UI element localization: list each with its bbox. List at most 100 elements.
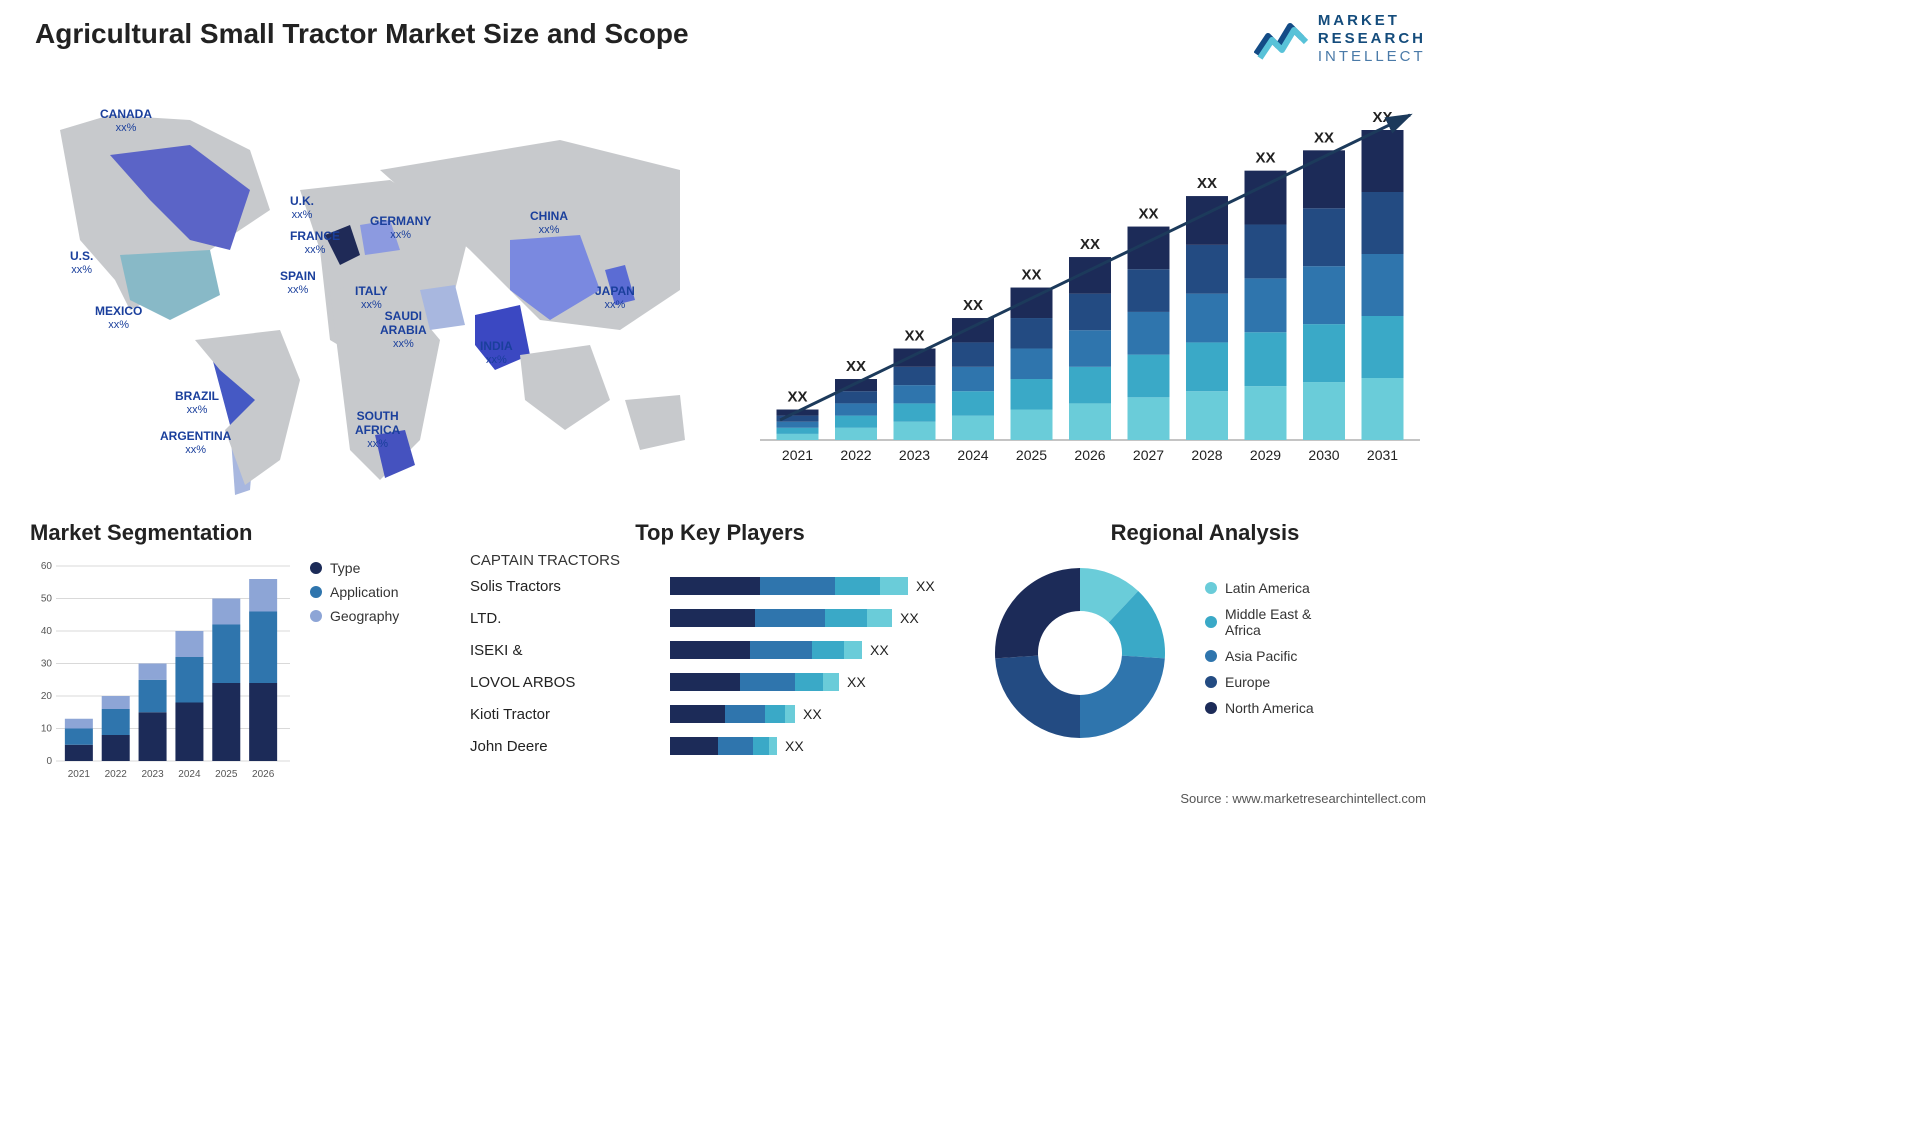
svg-text:20: 20 — [41, 691, 53, 702]
players-bar — [670, 641, 862, 659]
legend-item: North America — [1205, 700, 1314, 716]
map-label: SPAINxx% — [280, 270, 316, 296]
svg-text:2021: 2021 — [68, 769, 91, 780]
main-bar-chart: XX 2021 XX 2022 XX 2023 XX 2024 XX 2025 XX 2026 XX 20… — [760, 100, 1420, 470]
logo-line3: INTELLECT — [1318, 48, 1426, 66]
players-row: John Deere XX — [470, 731, 970, 761]
svg-text:2027: 2027 — [1133, 447, 1164, 463]
legend-item: Middle East &Africa — [1205, 606, 1314, 638]
regional-donut — [985, 558, 1175, 748]
map-label: ARGENTINAxx% — [160, 430, 231, 456]
regional-panel: Regional Analysis Latin America Middle Ea… — [985, 520, 1425, 748]
players-label: John Deere — [470, 738, 670, 755]
svg-text:2023: 2023 — [141, 769, 164, 780]
svg-text:2026: 2026 — [1074, 447, 1105, 463]
players-value: XX — [870, 642, 889, 658]
svg-text:2028: 2028 — [1191, 447, 1222, 463]
brand-logo: MARKET RESEARCH INTELLECT — [1254, 12, 1426, 66]
svg-text:XX: XX — [1255, 150, 1275, 167]
map-label: GERMANYxx% — [370, 215, 431, 241]
svg-text:60: 60 — [41, 561, 53, 572]
svg-text:2021: 2021 — [782, 447, 813, 463]
legend-item: Asia Pacific — [1205, 648, 1314, 664]
players-bar — [670, 577, 908, 595]
svg-text:XX: XX — [904, 328, 924, 345]
map-label: JAPANxx% — [595, 285, 635, 311]
svg-text:2026: 2026 — [252, 769, 275, 780]
map-label: INDIAxx% — [480, 340, 513, 366]
map-label: SAUDIARABIAxx% — [380, 310, 427, 350]
svg-text:XX: XX — [1314, 129, 1334, 146]
players-bar — [670, 673, 839, 691]
players-title: Top Key Players — [470, 520, 970, 546]
map-label: SOUTHAFRICAxx% — [355, 410, 400, 450]
legend-item: Type — [310, 560, 399, 576]
players-value: XX — [847, 674, 866, 690]
players-bar — [670, 609, 892, 627]
source-text: Source : www.marketresearchintellect.com — [1180, 791, 1426, 806]
players-label: LTD. — [470, 610, 670, 627]
players-row: LOVOL ARBOS XX — [470, 667, 970, 697]
players-label: LOVOL ARBOS — [470, 674, 670, 691]
logo-line1: MARKET — [1318, 12, 1426, 30]
svg-text:XX: XX — [787, 389, 807, 406]
players-bar — [670, 705, 795, 723]
world-map-panel: CANADAxx% U.S.xx% MEXICOxx% BRAZILxx% ARGENT… — [20, 90, 720, 500]
players-panel: Top Key Players CAPTAIN TRACTORS Solis T… — [470, 520, 970, 761]
map-label: U.S.xx% — [70, 250, 93, 276]
svg-text:10: 10 — [41, 724, 53, 735]
svg-text:2023: 2023 — [899, 447, 930, 463]
map-label: CANADAxx% — [100, 108, 152, 134]
players-label: ISEKI & — [470, 642, 670, 659]
regional-legend: Latin America Middle East &Africa Asia Pac… — [1205, 580, 1314, 726]
legend-item: Latin America — [1205, 580, 1314, 596]
segmentation-panel: Market Segmentation 01020304050602021202… — [30, 520, 450, 788]
svg-text:XX: XX — [963, 297, 983, 314]
svg-text:XX: XX — [1080, 236, 1100, 253]
players-row: Kioti Tractor XX — [470, 699, 970, 729]
players-row: LTD. XX — [470, 603, 970, 633]
svg-text:2024: 2024 — [178, 769, 201, 780]
svg-text:30: 30 — [41, 659, 53, 670]
regional-title: Regional Analysis — [985, 520, 1425, 546]
svg-text:2024: 2024 — [957, 447, 988, 463]
map-label: FRANCExx% — [290, 230, 340, 256]
map-label: MEXICOxx% — [95, 305, 142, 331]
players-value: XX — [916, 578, 935, 594]
segmentation-chart: 0102030405060202120222023202420252026 — [30, 558, 290, 783]
players-value: XX — [785, 738, 804, 754]
players-label: Solis Tractors — [470, 578, 670, 595]
map-label: U.K.xx% — [290, 195, 314, 221]
legend-item: Europe — [1205, 674, 1314, 690]
map-label: BRAZILxx% — [175, 390, 219, 416]
players-bar — [670, 737, 777, 755]
svg-text:XX: XX — [846, 358, 866, 375]
players-subtitle: CAPTAIN TRACTORS — [470, 552, 970, 569]
players-row: ISEKI & XX — [470, 635, 970, 665]
svg-text:50: 50 — [41, 594, 53, 605]
players-value: XX — [900, 610, 919, 626]
svg-text:2030: 2030 — [1308, 447, 1339, 463]
legend-item: Geography — [310, 608, 399, 624]
players-row: Solis Tractors XX — [470, 571, 970, 601]
map-label: CHINAxx% — [530, 210, 568, 236]
legend-item: Application — [310, 584, 399, 600]
svg-text:2022: 2022 — [105, 769, 128, 780]
svg-text:0: 0 — [46, 756, 52, 767]
logo-line2: RESEARCH — [1318, 30, 1426, 48]
svg-text:2025: 2025 — [215, 769, 238, 780]
segmentation-legend: Type Application Geography — [310, 560, 399, 632]
svg-text:2029: 2029 — [1250, 447, 1281, 463]
svg-text:2031: 2031 — [1367, 447, 1398, 463]
segmentation-title: Market Segmentation — [30, 520, 450, 546]
svg-text:2025: 2025 — [1016, 447, 1047, 463]
players-value: XX — [803, 706, 822, 722]
svg-text:XX: XX — [1021, 267, 1041, 284]
logo-mark-icon — [1254, 16, 1310, 62]
map-label: ITALYxx% — [355, 285, 388, 311]
svg-text:XX: XX — [1138, 206, 1158, 223]
svg-text:2022: 2022 — [840, 447, 871, 463]
page-title: Agricultural Small Tractor Market Size a… — [35, 18, 689, 50]
players-label: Kioti Tractor — [470, 706, 670, 723]
svg-text:XX: XX — [1197, 175, 1217, 192]
